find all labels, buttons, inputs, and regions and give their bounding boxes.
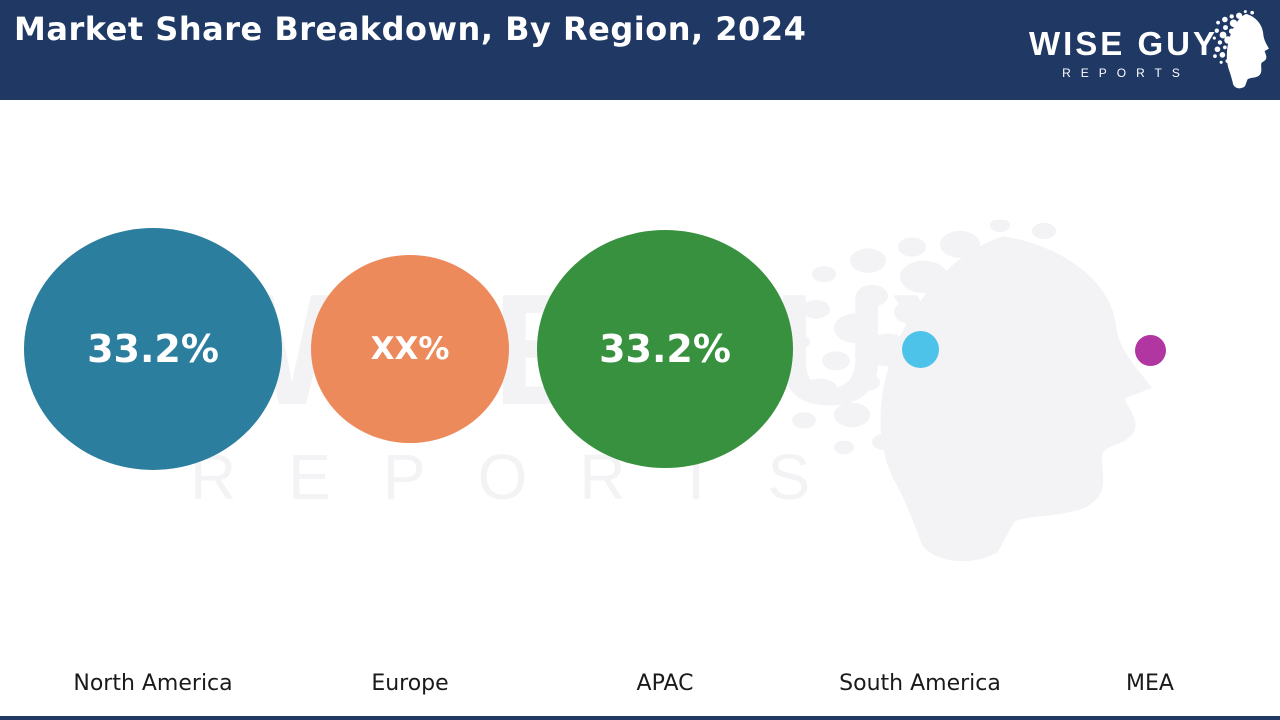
bubble-value-europe: XX%	[370, 331, 450, 367]
bubble-north-america: 33.2%	[24, 228, 282, 470]
logo-subtitle: REPORTS	[1062, 65, 1190, 80]
bubble-apac: 33.2%	[537, 230, 793, 468]
logo-text: WISE GUY REPORTS	[1029, 25, 1218, 80]
header: Market Share Breakdown, By Region, 2024 …	[0, 0, 1280, 100]
bubble-europe: XX%	[311, 255, 509, 443]
watermark-reports-text: REPORTS	[190, 441, 863, 513]
region-label-north-america: North America	[73, 671, 233, 696]
region-label-south-america: South America	[839, 671, 1001, 696]
page-title: Market Share Breakdown, By Region, 2024	[14, 10, 807, 48]
logo-name: WISE GUY	[1028, 24, 1218, 62]
logo-face-icon	[1210, 10, 1272, 91]
bubble-south-america	[902, 331, 939, 368]
bubble-value-apac: 33.2%	[599, 327, 731, 371]
region-label-mea: MEA	[1126, 671, 1174, 696]
bubble-value-north-america: 33.2%	[87, 327, 219, 371]
bottom-bar	[0, 716, 1280, 720]
bubble-mea	[1135, 335, 1166, 366]
region-label-europe: Europe	[371, 671, 449, 696]
wiseguy-logo: WISE GUY REPORTS	[1029, 6, 1272, 94]
region-label-apac: APAC	[636, 671, 694, 696]
watermark-face-icon	[772, 220, 1172, 572]
